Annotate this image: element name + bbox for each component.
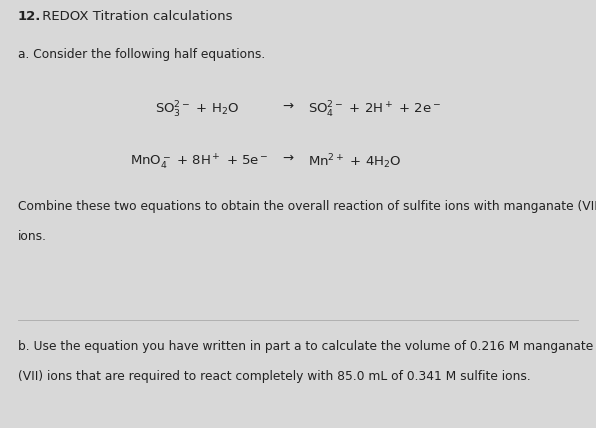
- Text: (VII) ions that are required to react completely with 85.0 mL of 0.341 M sulfite: (VII) ions that are required to react co…: [18, 370, 531, 383]
- Text: a. Consider the following half equations.: a. Consider the following half equations…: [18, 48, 265, 61]
- Text: →: →: [282, 100, 293, 113]
- Text: REDOX Titration calculations: REDOX Titration calculations: [38, 10, 232, 23]
- Text: 12.: 12.: [18, 10, 41, 23]
- Text: ions.: ions.: [18, 230, 47, 243]
- Text: SO$_3^{2-}$ + H$_2$O: SO$_3^{2-}$ + H$_2$O: [155, 100, 239, 120]
- Text: Combine these two equations to obtain the overall reaction of sulfite ions with : Combine these two equations to obtain th…: [18, 200, 596, 213]
- Text: MnO$_4^-$ + 8H$^+$ + 5e$^-$: MnO$_4^-$ + 8H$^+$ + 5e$^-$: [130, 152, 269, 171]
- Text: →: →: [282, 152, 293, 165]
- Text: b. Use the equation you have written in part a to calculate the volume of 0.216 : b. Use the equation you have written in …: [18, 340, 593, 353]
- Text: Mn$^{2+}$ + 4H$_2$O: Mn$^{2+}$ + 4H$_2$O: [308, 152, 402, 171]
- Text: SO$_4^{2-}$ + 2H$^+$ + 2e$^-$: SO$_4^{2-}$ + 2H$^+$ + 2e$^-$: [308, 100, 441, 120]
